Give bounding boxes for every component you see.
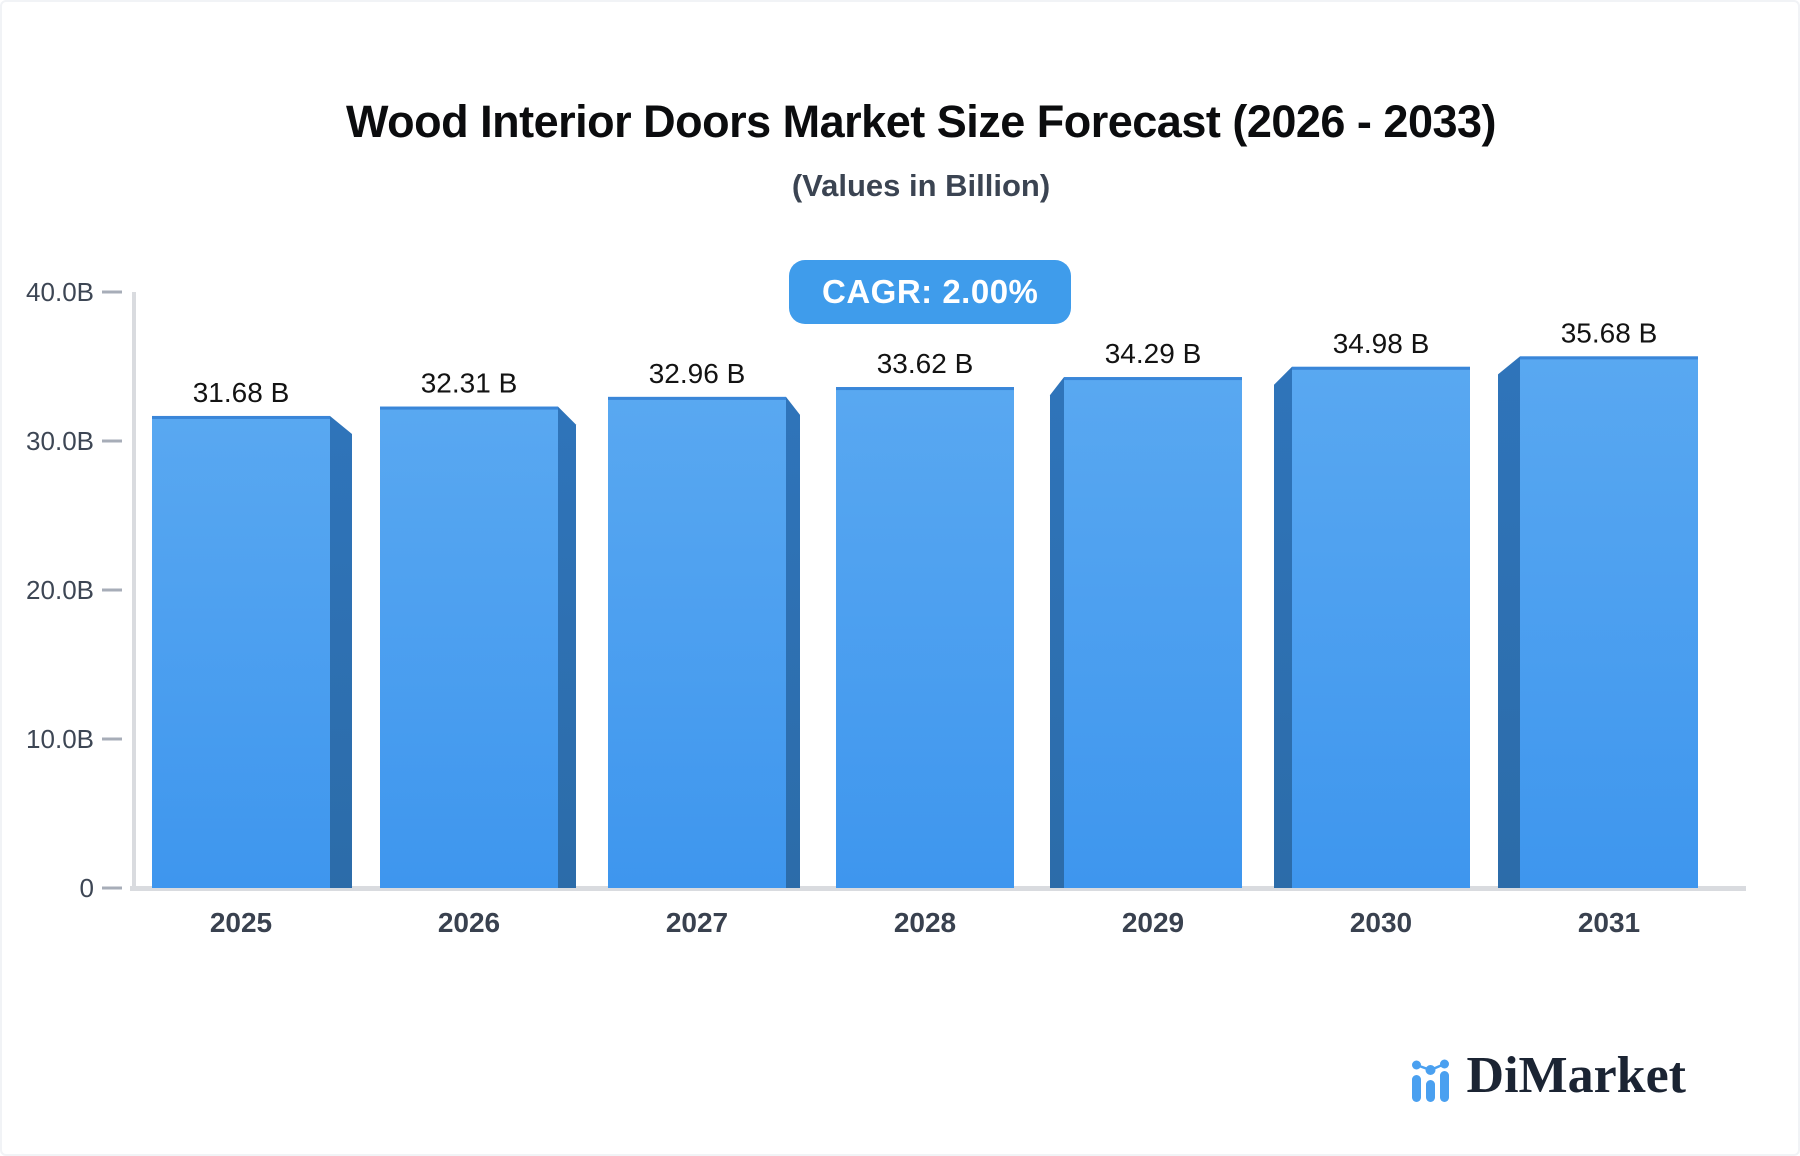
bar-value-label: 34.98 B [1333,328,1430,359]
cagr-badge-label: CAGR: 2.00% [822,273,1039,310]
x-axis-line [130,886,1746,891]
bar-value-label: 33.62 B [877,348,974,379]
bar-top-edge [1064,377,1242,381]
bar-3d-side [330,415,352,888]
y-axis-line [132,292,136,891]
chart-header: Wood Interior Doors Market Size Forecast… [44,96,1798,204]
bar-2026[interactable] [380,406,558,888]
mini-bar-chart-icon [1411,1059,1449,1102]
bar-value-label: 32.96 B [649,358,746,389]
y-tick [102,439,122,443]
y-tick [102,886,122,890]
y-tick-label: 40.0B [26,277,94,307]
x-axis-label: 2026 [438,907,500,938]
x-axis-label: 2031 [1578,907,1640,938]
x-axis-label: 2025 [210,907,272,938]
x-axis-label: 2027 [666,907,728,938]
x-axis-label: 2030 [1350,907,1412,938]
y-tick [102,290,122,294]
bar-3d-side [558,406,576,888]
bar-2028[interactable] [836,387,1014,888]
y-tick-label: 0 [80,873,94,903]
bar-top-edge [380,406,558,410]
bar-value-label: 34.29 B [1105,338,1202,369]
cagr-badge: CAGR: 2.00% [789,260,1072,324]
bar-2030[interactable] [1292,366,1470,889]
y-tick-label: 10.0B [26,724,94,754]
bar-2029[interactable] [1064,377,1242,888]
bar-value-label: 32.31 B [421,368,518,399]
x-axis-label: 2029 [1122,907,1184,938]
bar-2031[interactable] [1520,356,1698,888]
bar-3d-side [1274,366,1292,889]
x-axis-label: 2028 [894,907,956,938]
bar-top-edge [1520,356,1698,360]
y-tick-label: 20.0B [26,575,94,605]
dimarket-logo: DiMarket [1410,1050,1686,1102]
bar-top-edge [152,415,330,419]
bar-value-label: 31.68 B [193,377,290,408]
bar-top-edge [836,387,1014,391]
chart-title: Wood Interior Doors Market Size Forecast… [345,96,1497,147]
dimarket-logo-text: DiMarket [1466,1047,1686,1104]
y-tick [102,737,122,741]
chart-subtitle: (Values in Billion) [791,168,1051,203]
bar-3d-side [1050,377,1064,888]
bar-top-edge [608,396,786,400]
bar-3d-side [786,396,800,888]
y-tick-label: 30.0B [26,426,94,456]
bar-value-label: 35.68 B [1561,317,1658,348]
bar-3d-side [1498,356,1520,888]
bar-top-edge [1292,366,1470,370]
bar-2025[interactable] [152,415,330,888]
bar-2027[interactable] [608,396,786,888]
y-tick [102,588,122,592]
